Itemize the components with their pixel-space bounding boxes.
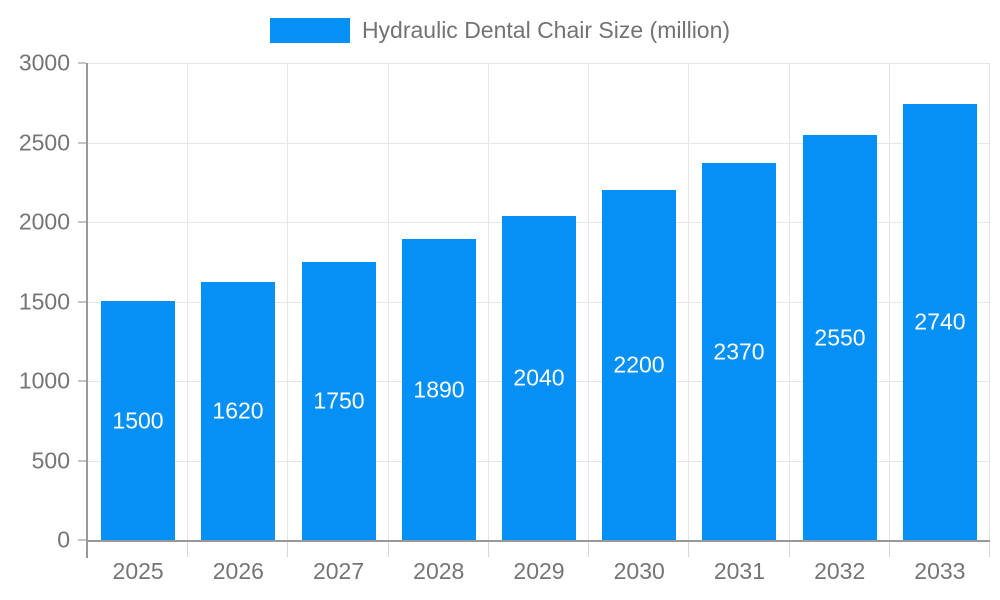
bar-2028[interactable]: 1890	[402, 239, 476, 540]
x-tick-mark	[487, 542, 489, 557]
bar-value-label: 2370	[713, 338, 765, 364]
x-tick-mark	[588, 542, 590, 557]
x-tick-label: 2027	[312, 558, 365, 584]
x-tick-label: 2033	[914, 558, 966, 584]
v-gridline	[989, 63, 990, 540]
v-gridline	[788, 63, 790, 540]
bar-2025[interactable]: 1500	[101, 301, 175, 540]
y-tick-label: 1000	[18, 367, 70, 394]
bar-value-label: 2740	[914, 308, 966, 335]
x-tick-mark	[287, 542, 289, 557]
bar-2032[interactable]: 2550	[803, 135, 877, 540]
x-tick-mark	[688, 542, 690, 557]
x-tick-mark	[888, 542, 890, 557]
bar-2030[interactable]: 2200	[602, 190, 676, 540]
bar-2033[interactable]: 2740	[903, 104, 977, 540]
x-tick-label: 2026	[212, 558, 264, 584]
y-tick-mark	[78, 141, 86, 144]
legend-label: Hydraulic Dental Chair Size (million)	[361, 17, 731, 43]
y-tick-label: 2000	[18, 208, 70, 235]
bar-value-label: 2550	[814, 324, 866, 350]
y-tick-mark	[78, 459, 86, 462]
plot-area: 1500 1620 1750 1890 2040 2200 2370 2550 2740 0 50…	[19, 50, 990, 584]
bar-value-label: 1500	[112, 407, 164, 433]
y-tick-mark	[78, 539, 86, 541]
x-tick-mark	[788, 542, 790, 557]
bar-value-label: 2200	[613, 351, 665, 378]
y-tick-label: 1500	[18, 288, 70, 314]
bar-value-label: 2040	[513, 364, 565, 391]
bar-2031[interactable]: 2370	[702, 163, 776, 540]
bar-2027[interactable]: 1750	[302, 262, 376, 540]
y-tick-mark	[78, 380, 86, 382]
v-gridline	[287, 63, 289, 540]
v-gridline	[387, 63, 389, 540]
x-tick-mark	[989, 542, 990, 557]
y-tick-mark	[78, 300, 86, 303]
h-gridline	[88, 63, 990, 64]
v-gridline	[187, 63, 189, 540]
y-tick-label: 3000	[18, 49, 70, 76]
v-gridline	[588, 63, 590, 540]
v-gridline	[487, 63, 489, 540]
legend-swatch-icon	[269, 18, 350, 43]
bar-value-label: 1750	[313, 387, 365, 414]
bar-2029[interactable]: 2040	[502, 216, 576, 540]
bar-value-label: 1620	[212, 397, 264, 424]
y-tick-label: 2500	[18, 129, 70, 155]
x-tick-label: 2032	[814, 558, 866, 584]
y-axis-line	[86, 63, 88, 558]
h-gridline	[88, 142, 990, 144]
legend[interactable]: Hydraulic Dental Chair Size (million)	[0, 18, 1000, 43]
x-tick-label: 2025	[112, 558, 164, 584]
y-tick-label: 500	[31, 447, 70, 473]
v-gridline	[888, 63, 890, 540]
y-tick-label: 0	[57, 526, 70, 553]
x-tick-label: 2030	[613, 558, 665, 584]
bar-value-label: 1890	[413, 376, 465, 402]
y-tick-mark	[78, 62, 86, 64]
y-tick-mark	[78, 221, 86, 223]
x-tick-label: 2028	[413, 558, 465, 584]
x-tick-mark	[387, 542, 389, 557]
v-gridline	[688, 63, 690, 540]
x-tick-label: 2031	[713, 558, 766, 584]
x-axis-line	[86, 540, 990, 542]
x-tick-label: 2029	[513, 558, 565, 584]
bar-2026[interactable]: 1620	[201, 282, 275, 540]
x-tick-mark	[187, 542, 189, 557]
